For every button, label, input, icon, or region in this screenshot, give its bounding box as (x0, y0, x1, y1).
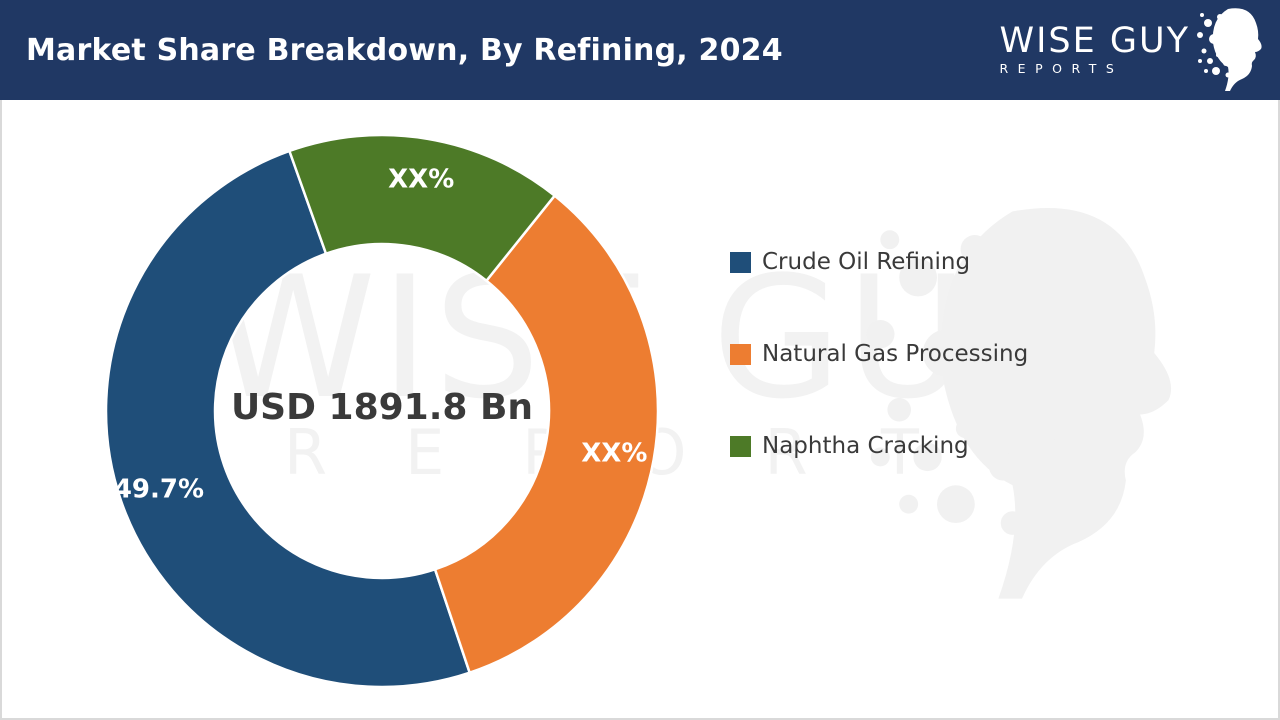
legend-swatch (730, 435, 751, 457)
legend-item: Natural Gas Processing (730, 341, 1028, 367)
slice-percentage-label: XX% (581, 439, 647, 469)
chart-center-value: USD 1891.8 Bn (230, 387, 534, 428)
legend-swatch (730, 251, 751, 273)
slice-percentage-label: XX% (388, 165, 454, 195)
legend-item: Crude Oil Refining (730, 249, 1028, 275)
logo-face-icon (1197, 8, 1262, 91)
slice-percentage-label: 49.7% (114, 474, 204, 504)
donut-slice (288, 133, 556, 282)
legend-swatch (730, 343, 751, 365)
logo-subtitle: REPORTS (999, 61, 1124, 76)
watermark-face-graphic (866, 207, 1172, 599)
legend-item: Naphtha Cracking (730, 433, 1028, 459)
page-title: Market Share Breakdown, By Refining, 202… (26, 32, 783, 68)
header: Market Share Breakdown, By Refining, 202… (0, 0, 1280, 100)
legend-label: Crude Oil Refining (762, 249, 971, 275)
legend-label: Naphtha Cracking (762, 433, 969, 459)
legend: Crude Oil Refining Natural Gas Processing… (730, 249, 1028, 525)
brand-logo: WISE GUY REPORTS (999, 5, 1280, 95)
logo-wordmark: WISE GUY (999, 21, 1190, 61)
legend-label: Natural Gas Processing (762, 341, 1029, 367)
donut-slice (104, 149, 471, 689)
chart-area: WISE GUY REPORTS 49.7% XX% XX% USD 1891.8 … (2, 100, 1278, 718)
watermark-subtitle: REPORTS (284, 416, 1115, 489)
donut-chart: 49.7% XX% XX% (104, 133, 660, 689)
donut-slice (433, 194, 660, 674)
